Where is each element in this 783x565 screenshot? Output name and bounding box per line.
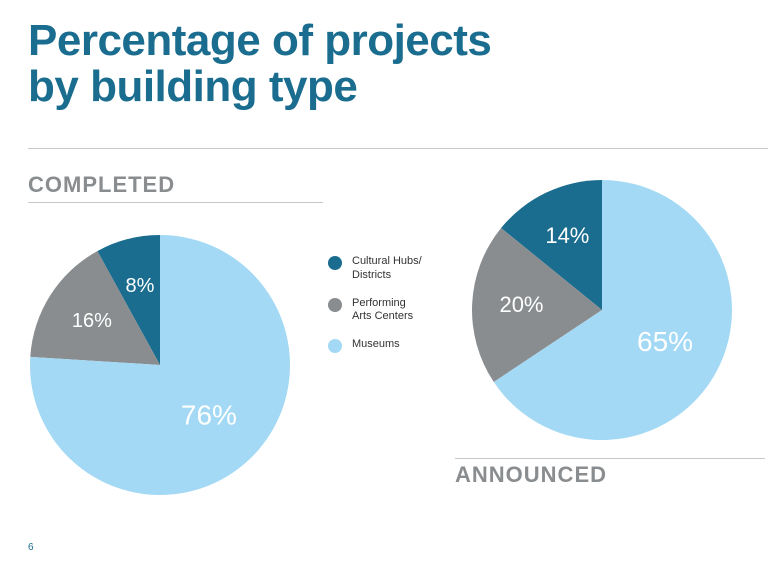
title-line-1: Percentage of projects: [28, 16, 491, 65]
legend-label: Museums: [352, 338, 400, 352]
section-label-completed: COMPLETED: [28, 172, 175, 198]
legend-swatch: [328, 256, 342, 270]
pie-slice-label: 8%: [126, 275, 155, 297]
legend-item: PerformingArts Centers: [328, 297, 422, 325]
pie-slice-label: 20%: [499, 292, 543, 317]
pie-slice-label: 65%: [637, 326, 693, 357]
page-title: Percentage of projects by building type: [28, 18, 491, 110]
section-rule-announced: [455, 458, 765, 459]
section-label-announced: ANNOUNCED: [455, 462, 607, 488]
legend-swatch: [328, 298, 342, 312]
pie-chart-announced: 14% 20% 65%: [472, 180, 732, 440]
title-line-2: by building type: [28, 62, 357, 111]
pie-slice-label: 16%: [72, 310, 112, 332]
title-rule: [28, 148, 768, 149]
legend-label: PerformingArts Centers: [352, 297, 413, 325]
page-number: 6: [28, 542, 34, 553]
pie-chart-completed: 8% 16% 76%: [30, 235, 290, 495]
legend-label: Cultural Hubs/Districts: [352, 255, 422, 283]
legend-item: Museums: [328, 338, 422, 353]
section-rule-completed: [28, 202, 323, 203]
legend-item: Cultural Hubs/Districts: [328, 255, 422, 283]
legend: Cultural Hubs/Districts PerformingArts Ce…: [328, 255, 422, 367]
pie-slice-label: 14%: [545, 223, 589, 248]
pie-slice-label: 76%: [181, 400, 237, 431]
legend-swatch: [328, 339, 342, 353]
